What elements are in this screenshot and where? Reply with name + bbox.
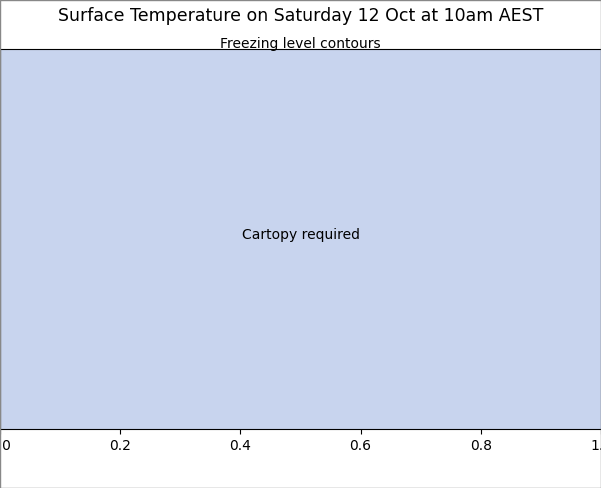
Text: Freezing level contours: Freezing level contours bbox=[220, 37, 381, 51]
Text: Cartopy required: Cartopy required bbox=[242, 228, 359, 242]
Text: Surface Temperature on Saturday 12 Oct at 10am AEST: Surface Temperature on Saturday 12 Oct a… bbox=[58, 7, 543, 25]
